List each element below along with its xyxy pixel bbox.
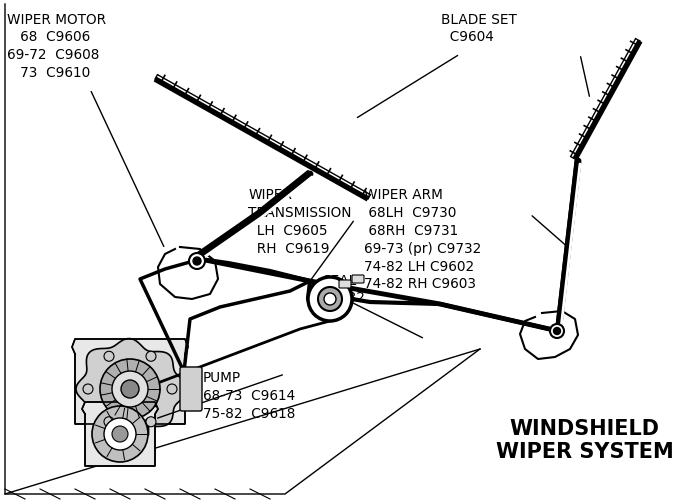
Text: BLADE SET
  C9604: BLADE SET C9604 xyxy=(441,13,517,44)
Circle shape xyxy=(308,278,352,321)
Circle shape xyxy=(121,380,139,398)
Polygon shape xyxy=(158,247,218,300)
Text: SEAL
B4032: SEAL B4032 xyxy=(322,273,366,305)
Text: WIPER
TRANSMISSION
  LH  C9605
  RH  C9619: WIPER TRANSMISSION LH C9605 RH C9619 xyxy=(248,188,352,256)
Circle shape xyxy=(146,352,156,362)
Text: WINDSHIELD
WIPER SYSTEM: WINDSHIELD WIPER SYSTEM xyxy=(496,418,673,461)
Polygon shape xyxy=(76,339,188,439)
Circle shape xyxy=(318,288,342,312)
Circle shape xyxy=(112,426,128,442)
Circle shape xyxy=(189,254,205,270)
Text: WIPER ARM
 68LH  C9730
 68RH  C9731
69-73 (pr) C9732
74-82 LH C9602
74-82 RH C96: WIPER ARM 68LH C9730 68RH C9731 69-73 (p… xyxy=(364,188,482,291)
Circle shape xyxy=(554,328,561,335)
FancyBboxPatch shape xyxy=(352,276,364,284)
Circle shape xyxy=(550,324,564,338)
Text: PUMP
68-73  C9614
75-82  C9618: PUMP 68-73 C9614 75-82 C9618 xyxy=(203,371,295,420)
Circle shape xyxy=(83,384,93,394)
Circle shape xyxy=(100,359,160,419)
Circle shape xyxy=(146,417,156,427)
FancyBboxPatch shape xyxy=(339,281,351,289)
Circle shape xyxy=(104,418,136,450)
FancyBboxPatch shape xyxy=(180,367,202,411)
Circle shape xyxy=(324,294,336,306)
Circle shape xyxy=(193,258,201,266)
Polygon shape xyxy=(72,339,188,424)
Circle shape xyxy=(112,371,148,407)
Circle shape xyxy=(92,406,148,462)
Text: WIPER MOTOR
   68  C9606
69-72  C9608
   73  C9610: WIPER MOTOR 68 C9606 69-72 C9608 73 C961… xyxy=(7,13,106,80)
Circle shape xyxy=(167,384,177,394)
Circle shape xyxy=(104,417,114,427)
Circle shape xyxy=(104,352,114,362)
Polygon shape xyxy=(82,402,158,466)
Polygon shape xyxy=(520,312,578,359)
